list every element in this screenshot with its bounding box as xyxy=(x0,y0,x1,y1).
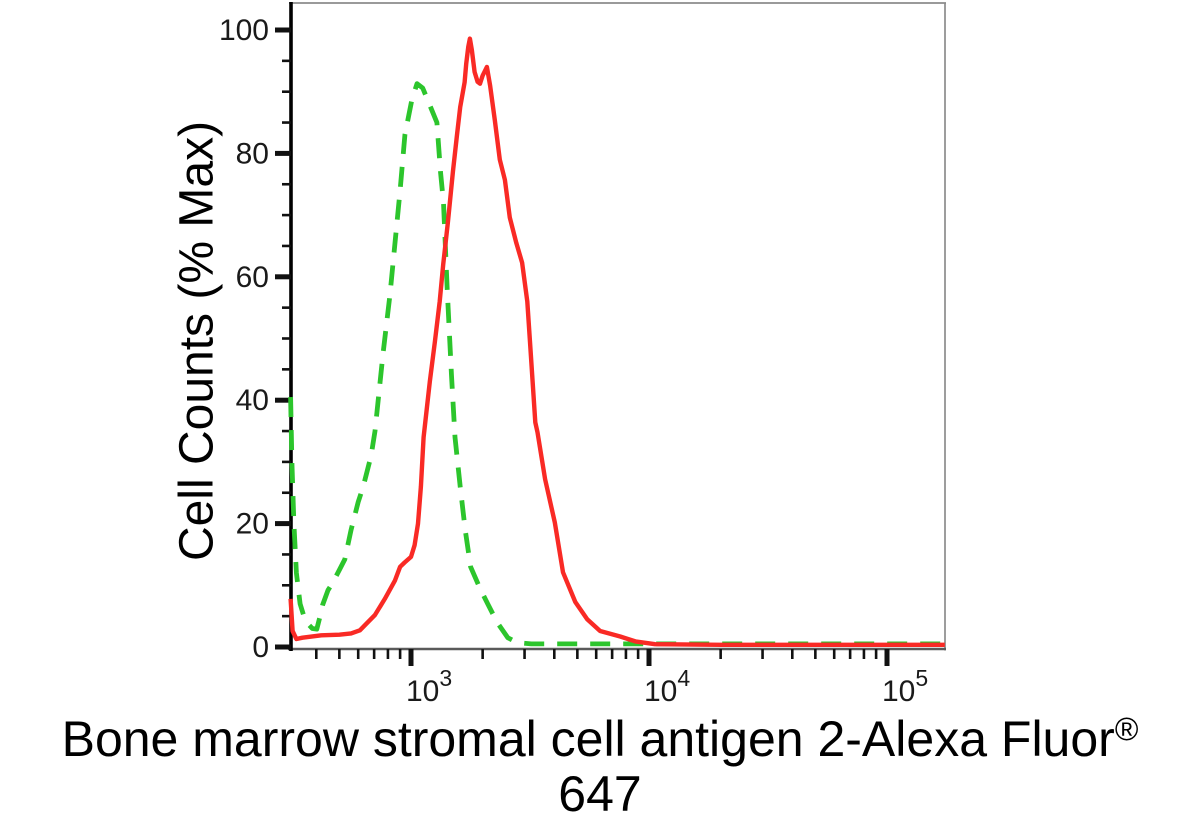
y-tick-label: 100 xyxy=(219,14,269,47)
registered-trademark-symbol: ® xyxy=(1114,711,1139,747)
x-axis-title: Bone marrow stromal cell antigen 2-Alexa… xyxy=(10,712,1190,821)
x-tick-label: 103 xyxy=(406,665,452,708)
x-tick-label: 105 xyxy=(882,665,928,708)
x-axis-title-line1: Bone marrow stromal cell antigen 2-Alexa… xyxy=(61,711,1115,767)
x-tick-label: 104 xyxy=(644,665,690,708)
y-axis-title: Cell Counts (% Max) xyxy=(170,120,224,562)
y-tick-label: 0 xyxy=(252,631,269,664)
y-tick-label: 60 xyxy=(236,261,269,294)
y-tick-label: 20 xyxy=(236,508,269,541)
x-axis-title-line2: 647 xyxy=(558,765,642,822)
y-tick-label: 80 xyxy=(236,137,269,170)
red-solid-curve xyxy=(288,36,945,647)
green-dashed-curve xyxy=(288,81,945,647)
y-tick-label: 40 xyxy=(236,384,269,417)
